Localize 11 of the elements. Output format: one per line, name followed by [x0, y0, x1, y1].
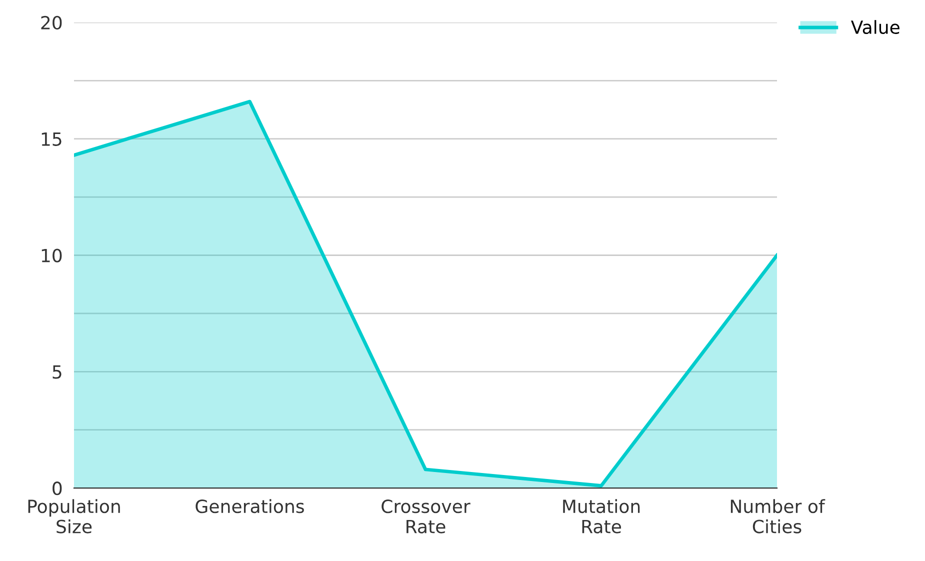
- x-tick-label: Crossover Rate: [382, 500, 470, 534]
- x-tick-label: Mutation Rate: [563, 499, 640, 534]
- y-tick-label: 0: [52, 482, 62, 496]
- x-tick-label: Number of Cities: [730, 499, 826, 534]
- y-tick-label: 15: [42, 132, 62, 146]
- y-tick-label: 20: [41, 16, 62, 30]
- y-tick-label: 5: [52, 365, 62, 379]
- legend-label: Value: [850, 20, 900, 34]
- y-tick-label: 10: [42, 248, 62, 262]
- x-tick-label: Generations: [196, 499, 304, 514]
- x-tick-label: Population Size: [28, 499, 120, 534]
